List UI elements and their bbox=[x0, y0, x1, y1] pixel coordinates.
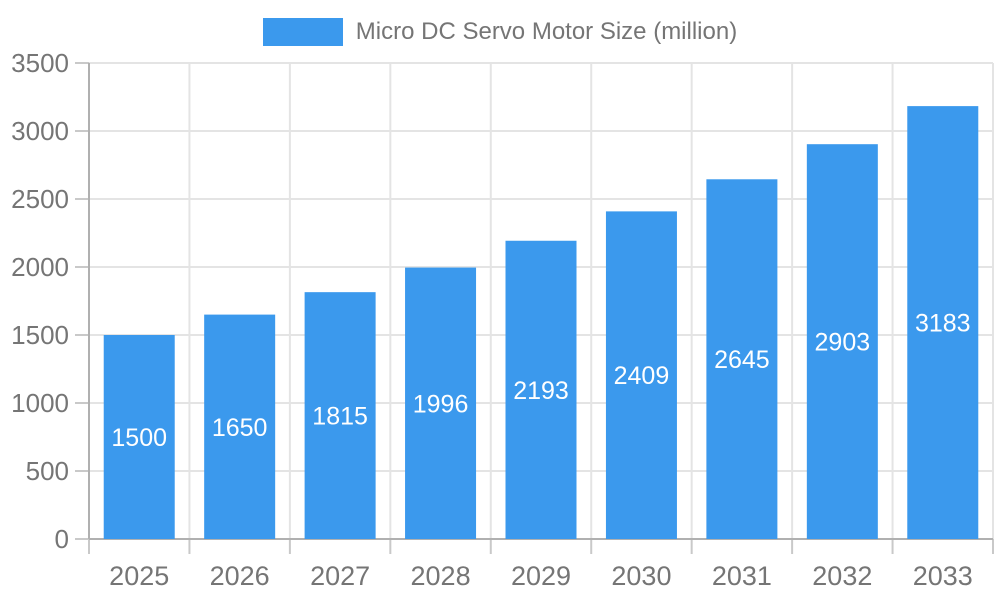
y-tick-label: 2500 bbox=[11, 184, 69, 214]
bar-value-label: 2645 bbox=[714, 346, 770, 374]
x-tick-label: 2030 bbox=[611, 561, 671, 591]
x-tick-label: 2032 bbox=[812, 561, 872, 591]
x-tick-label: 2028 bbox=[411, 561, 471, 591]
bar bbox=[405, 267, 477, 539]
legend-label: Micro DC Servo Motor Size (million) bbox=[355, 18, 738, 45]
bar bbox=[605, 211, 677, 539]
bar bbox=[204, 314, 276, 539]
chart-legend[interactable]: Micro DC Servo Motor Size (million) bbox=[0, 16, 1000, 48]
y-tick-label: 3500 bbox=[11, 48, 69, 78]
x-tick-label: 2026 bbox=[210, 561, 270, 591]
bar-value-label: 2193 bbox=[513, 377, 569, 405]
bar-value-label: 1996 bbox=[413, 390, 469, 418]
bar bbox=[907, 106, 979, 539]
bar bbox=[806, 144, 878, 539]
bar-value-label: 1500 bbox=[111, 424, 167, 452]
bar bbox=[505, 240, 577, 539]
legend-swatch bbox=[262, 18, 343, 46]
x-tick-label: 2029 bbox=[511, 561, 571, 591]
y-tick-label: 1500 bbox=[11, 320, 69, 350]
bar-value-label: 2409 bbox=[614, 362, 670, 390]
bar-value-label: 1815 bbox=[312, 403, 368, 431]
bar bbox=[706, 179, 778, 539]
x-tick-label: 2033 bbox=[913, 561, 973, 591]
bar-value-label: 2903 bbox=[815, 329, 871, 357]
x-tick-label: 2031 bbox=[712, 561, 772, 591]
bar bbox=[103, 335, 175, 539]
x-tick-label: 2025 bbox=[109, 561, 169, 591]
y-tick-label: 0 bbox=[55, 524, 69, 554]
bar-value-label: 3183 bbox=[915, 310, 971, 338]
bar bbox=[304, 292, 376, 539]
bar-value-label: 1650 bbox=[212, 414, 268, 442]
y-tick-label: 1000 bbox=[11, 388, 69, 418]
y-tick-label: 500 bbox=[26, 456, 69, 486]
y-tick-label: 2000 bbox=[11, 252, 69, 282]
x-tick-label: 2027 bbox=[310, 561, 370, 591]
y-tick-label: 3000 bbox=[11, 116, 69, 146]
